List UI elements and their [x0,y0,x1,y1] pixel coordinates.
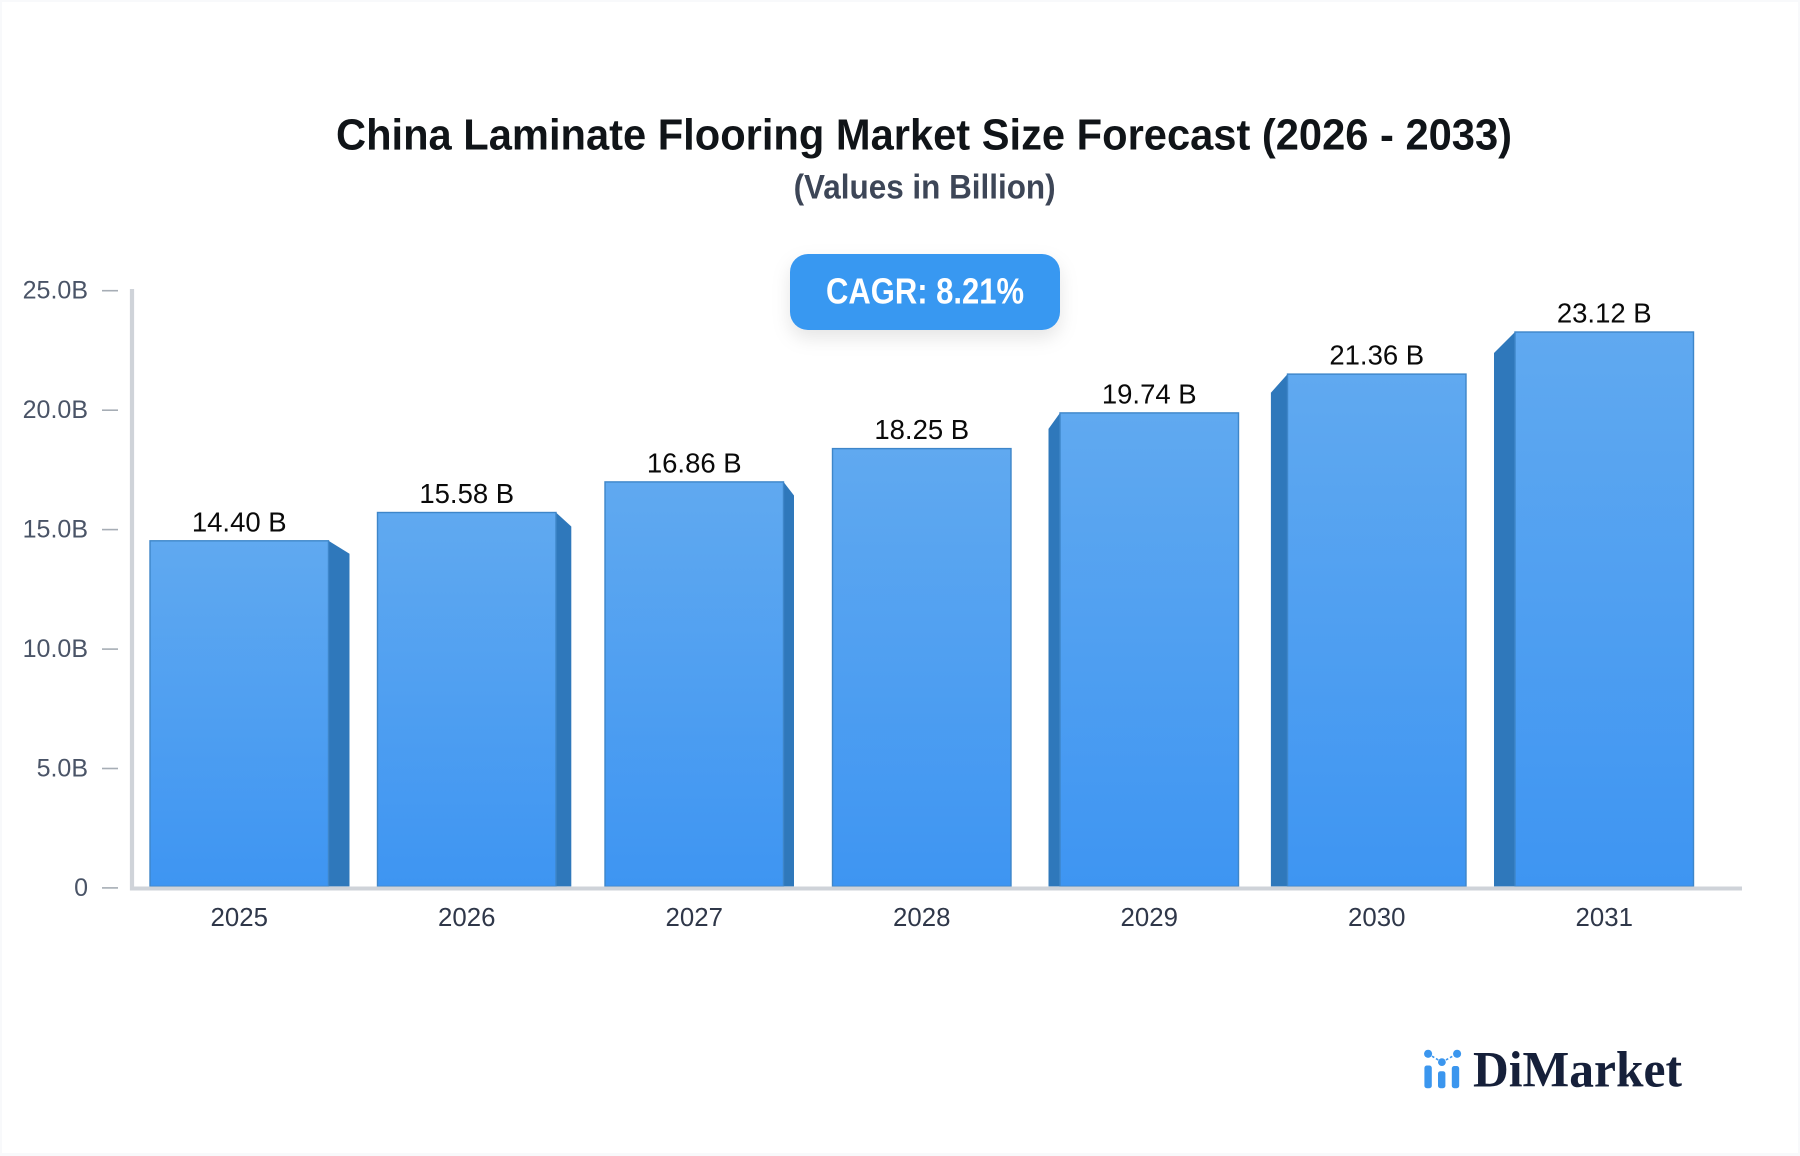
svg-text:23.12 B: 23.12 B [1557,298,1652,329]
svg-text:5.0B: 5.0B [37,755,88,783]
svg-text:2031: 2031 [1576,904,1633,932]
svg-text:21.36 B: 21.36 B [1329,340,1424,371]
svg-text:18.25 B: 18.25 B [874,414,969,445]
svg-text:15.58 B: 15.58 B [419,478,514,509]
svg-text:2029: 2029 [1121,904,1178,932]
svg-text:20.0B: 20.0B [23,396,88,424]
svg-text:10.0B: 10.0B [23,635,88,663]
svg-text:2026: 2026 [438,904,495,932]
svg-text:2030: 2030 [1348,904,1405,932]
svg-text:25.0B: 25.0B [23,277,88,305]
svg-text:15.0B: 15.0B [23,516,88,544]
svg-text:2027: 2027 [666,904,723,932]
svg-text:CAGR: 8.21%: CAGR: 8.21% [826,271,1024,312]
svg-text:China Laminate Flooring Market: China Laminate Flooring Market Size Fore… [336,111,1512,160]
svg-text:2028: 2028 [893,904,950,932]
svg-text:DiMarket: DiMarket [1473,1043,1682,1099]
svg-text:(Values in Billion): (Values in Billion) [794,169,1056,207]
svg-text:0: 0 [74,874,88,902]
svg-text:2025: 2025 [211,904,268,932]
svg-text:14.40 B: 14.40 B [192,506,287,537]
svg-text:19.74 B: 19.74 B [1102,378,1197,409]
svg-text:16.86 B: 16.86 B [647,447,742,478]
